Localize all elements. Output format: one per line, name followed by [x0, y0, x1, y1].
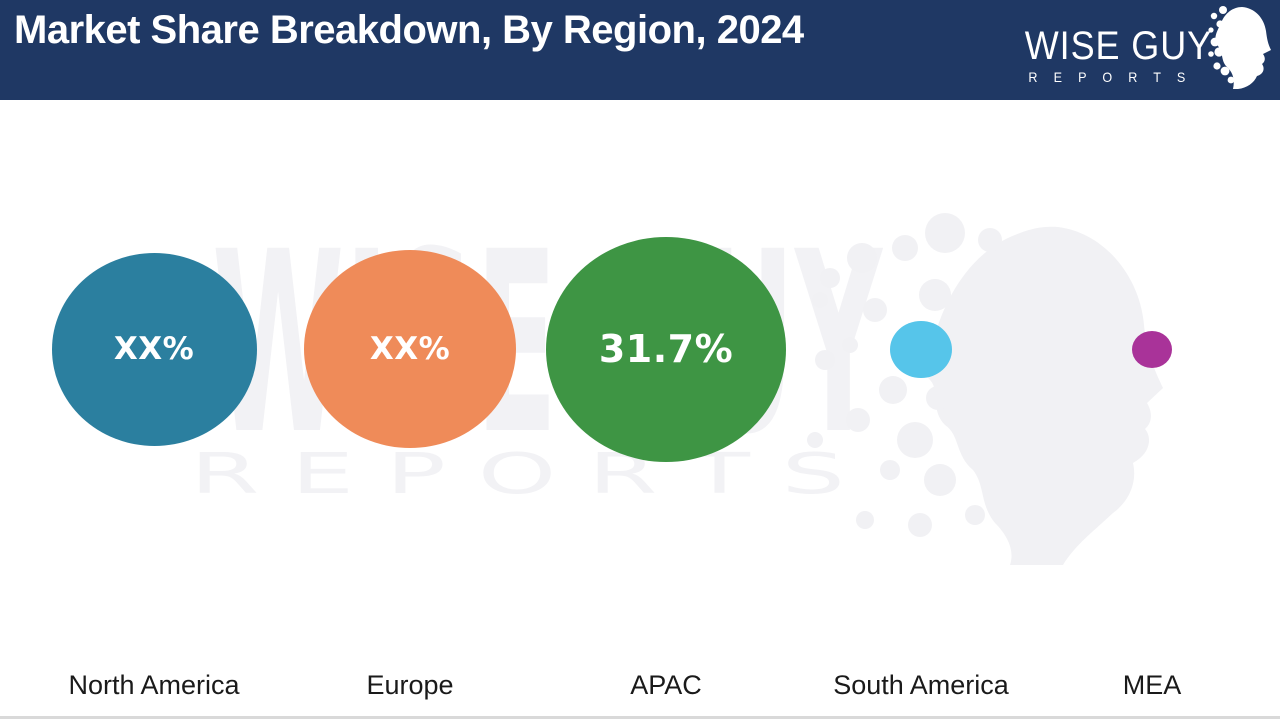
watermark-line2: R E P O R T S [190, 442, 845, 507]
bubble-value-north-america: XX% [113, 331, 195, 367]
chart-area: WISE GUY R E P O R T S XX% XX% [0, 100, 1280, 720]
bubble-mea [1132, 330, 1172, 368]
bubble-south-america [890, 320, 952, 378]
logo-subtext: R E P O R T S [1028, 69, 1192, 85]
category-label-north-america: North America [68, 670, 240, 700]
bubble-value-europe: XX% [369, 331, 451, 367]
category-label-apac: APAC [630, 670, 702, 700]
bubble-north-america: XX% [51, 252, 257, 446]
bubble-europe: XX% [304, 250, 516, 448]
watermark-head-graphic [807, 213, 1163, 565]
logo-head-icon [1208, 6, 1271, 89]
bottom-divider [0, 716, 1280, 719]
category-label-europe: Europe [366, 670, 454, 700]
logo-wordmark: WISE GUY [1024, 24, 1212, 68]
logo-wordmark-block: WISE GUY R E P O R T S [1025, 26, 1212, 85]
bubble-value-apac: 31.7% [598, 327, 734, 371]
header-bar: Market Share Breakdown, By Region, 2024 … [0, 0, 1280, 100]
bubble-apac: 31.7% [546, 236, 786, 462]
category-label-mea: MEA [1122, 670, 1182, 700]
page-title: Market Share Breakdown, By Region, 2024 [14, 8, 804, 52]
category-label-south-america: South America [833, 670, 1009, 700]
wiseguy-logo: WISE GUY R E P O R T S [1004, 4, 1272, 92]
